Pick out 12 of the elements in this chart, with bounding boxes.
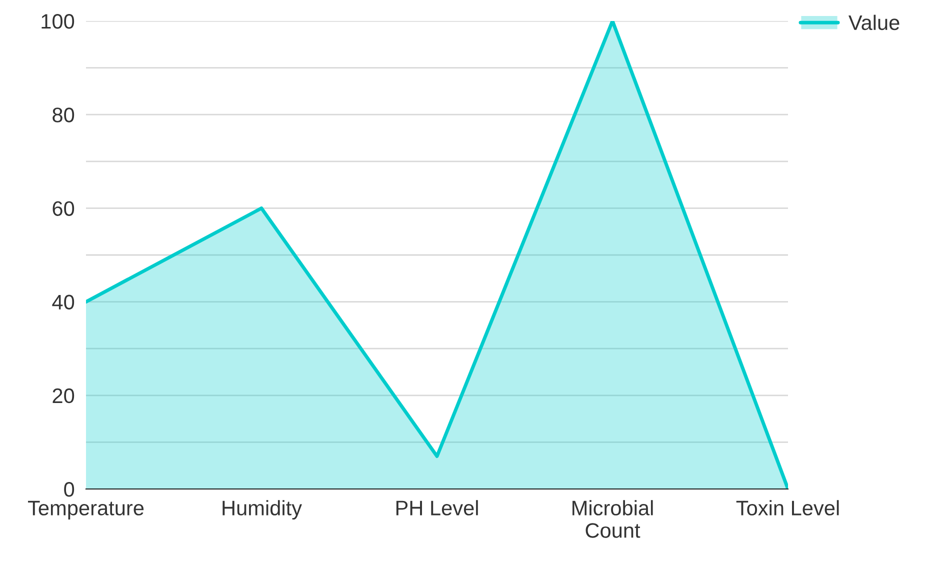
x-tick-label: PH Level: [396, 500, 478, 516]
y-tick-label: 100: [42, 14, 74, 29]
y-tick-label: 20: [52, 388, 74, 404]
x-tick-label: Toxin Level: [736, 500, 839, 516]
legend-label: Value: [848, 14, 900, 30]
y-tick-label: 60: [52, 201, 74, 216]
y-tick-label: 0: [64, 482, 74, 497]
x-tick-label: Temperature: [28, 500, 144, 520]
x-tick-label: Microbial Count: [572, 500, 653, 538]
y-tick-label: 40: [52, 294, 74, 310]
x-tick-label: Humidity: [222, 500, 302, 520]
y-tick-label: 80: [52, 108, 74, 122]
